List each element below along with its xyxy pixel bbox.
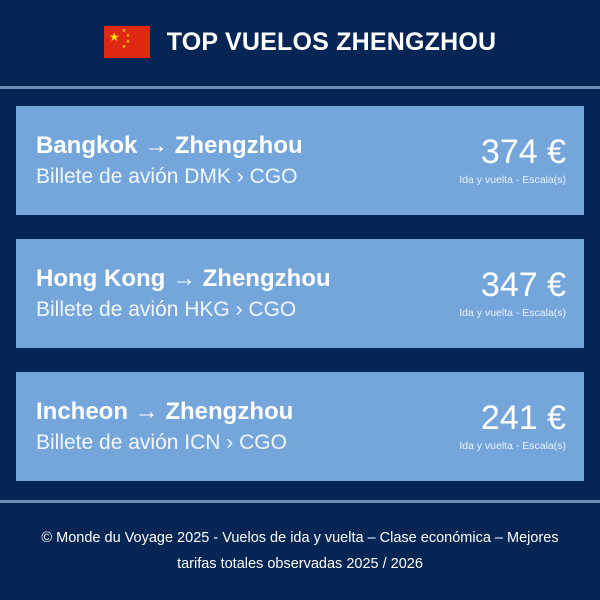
flight-card-details: Hong Kong → Zhengzhou Billete de avión H… — [36, 266, 331, 320]
flight-card-details: Incheon → Zhengzhou Billete de avión ICN… — [36, 399, 293, 453]
flight-price: 347 € — [480, 265, 566, 304]
footer: © Monde du Voyage 2025 - Vuelos de ida y… — [0, 503, 600, 600]
flight-route: Hong Kong → Zhengzhou — [36, 265, 331, 293]
flight-list: Bangkok → Zhengzhou Billete de avión DMK… — [0, 89, 600, 500]
header: ★ ★ ★ ★ ★ TOP VUELOS ZHENGZHOU — [0, 0, 600, 86]
flag-star-small-2: ★ — [125, 33, 131, 39]
flight-ticket-info: Billete de avión DMK › CGO — [36, 164, 298, 188]
flight-price: 241 € — [480, 398, 566, 437]
flag-star-small-3: ★ — [125, 39, 131, 45]
flight-card-details: Bangkok → Zhengzhou Billete de avión DMK… — [36, 133, 303, 187]
flight-price-block: 374 € Ida y vuelta - Escala(s) — [459, 132, 566, 186]
page-title: TOP VUELOS ZHENGZHOU — [166, 27, 497, 56]
flag-star-large: ★ — [108, 29, 120, 44]
flight-card[interactable]: Incheon → Zhengzhou Billete de avión ICN… — [16, 372, 584, 481]
footer-disclaimer: © Monde du Voyage 2025 - Vuelos de ida y… — [41, 530, 559, 572]
flight-route: Bangkok → Zhengzhou — [36, 132, 303, 160]
flight-price-block: 241 € Ida y vuelta - Escala(s) — [459, 398, 566, 452]
flight-route: Incheon → Zhengzhou — [36, 398, 294, 426]
flag-star-small-4: ★ — [121, 44, 127, 50]
flight-card[interactable]: Bangkok → Zhengzhou Billete de avión DMK… — [16, 106, 584, 215]
flight-price-block: 347 € Ida y vuelta - Escala(s) — [459, 265, 566, 319]
flight-card[interactable]: Hong Kong → Zhengzhou Billete de avión H… — [16, 239, 584, 348]
flight-fare-note: Ida y vuelta - Escala(s) — [459, 439, 566, 452]
footer-divider — [0, 500, 600, 503]
flight-ticket-info: Billete de avión ICN › CGO — [36, 430, 287, 454]
flight-price: 374 € — [480, 132, 566, 171]
flight-fare-note: Ida y vuelta - Escala(s) — [459, 173, 566, 186]
china-flag-icon: ★ ★ ★ ★ ★ — [103, 26, 150, 58]
flight-fare-note: Ida y vuelta - Escala(s) — [459, 306, 566, 319]
flag-star-small-1: ★ — [121, 28, 127, 34]
header-divider — [0, 86, 600, 89]
flight-ticket-info: Billete de avión HKG › CGO — [36, 297, 297, 321]
